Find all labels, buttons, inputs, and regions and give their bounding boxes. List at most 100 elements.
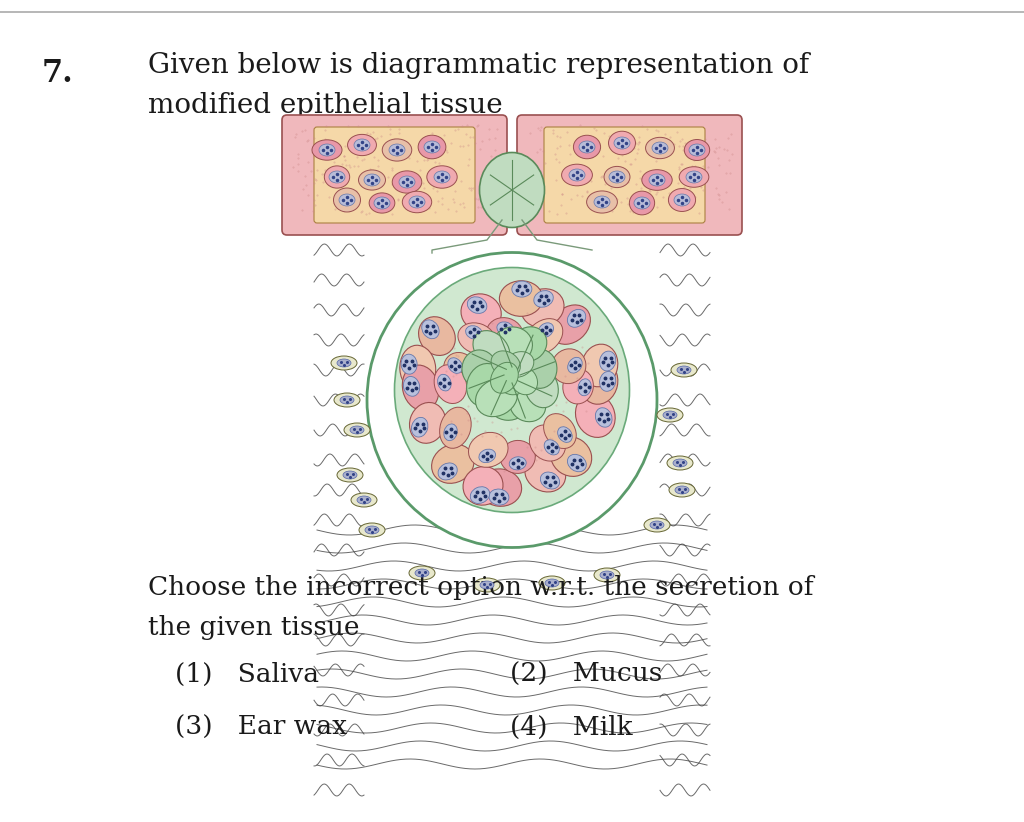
Ellipse shape	[312, 140, 342, 160]
Ellipse shape	[534, 291, 553, 307]
Ellipse shape	[374, 197, 390, 209]
Ellipse shape	[367, 252, 657, 547]
Text: the given tissue: the given tissue	[148, 615, 359, 640]
Ellipse shape	[412, 418, 428, 437]
Ellipse shape	[470, 487, 489, 503]
FancyBboxPatch shape	[282, 115, 507, 235]
Ellipse shape	[344, 423, 370, 437]
Ellipse shape	[674, 194, 690, 206]
Ellipse shape	[667, 456, 693, 470]
Ellipse shape	[475, 379, 517, 417]
Ellipse shape	[334, 393, 360, 407]
Ellipse shape	[657, 408, 683, 422]
Ellipse shape	[608, 132, 636, 155]
Ellipse shape	[359, 523, 385, 537]
Ellipse shape	[512, 281, 531, 297]
Ellipse shape	[427, 166, 457, 188]
Ellipse shape	[480, 581, 494, 589]
Ellipse shape	[319, 144, 335, 156]
Ellipse shape	[567, 309, 586, 327]
Ellipse shape	[497, 322, 514, 335]
Ellipse shape	[509, 457, 526, 470]
Ellipse shape	[544, 440, 559, 455]
Ellipse shape	[394, 267, 630, 512]
Ellipse shape	[479, 153, 545, 228]
Ellipse shape	[569, 169, 585, 181]
Ellipse shape	[474, 578, 500, 592]
Ellipse shape	[431, 444, 474, 483]
Ellipse shape	[575, 394, 615, 437]
FancyBboxPatch shape	[314, 127, 475, 223]
Ellipse shape	[600, 372, 615, 391]
Ellipse shape	[466, 326, 482, 339]
Ellipse shape	[587, 191, 617, 213]
Ellipse shape	[422, 320, 439, 339]
Text: Given below is diagrammatic representation of: Given below is diagrammatic representati…	[148, 52, 809, 79]
Ellipse shape	[434, 365, 467, 404]
Ellipse shape	[415, 569, 429, 577]
Ellipse shape	[580, 360, 617, 404]
Text: modified epithelial tissue: modified epithelial tissue	[148, 92, 503, 119]
Ellipse shape	[382, 139, 412, 161]
Ellipse shape	[337, 468, 362, 482]
Ellipse shape	[351, 493, 377, 507]
Ellipse shape	[545, 579, 559, 587]
Ellipse shape	[486, 317, 523, 351]
Ellipse shape	[467, 297, 486, 313]
Ellipse shape	[594, 568, 620, 582]
Ellipse shape	[669, 483, 695, 497]
Ellipse shape	[478, 469, 521, 506]
Ellipse shape	[492, 351, 520, 377]
Ellipse shape	[677, 366, 691, 374]
Ellipse shape	[552, 349, 586, 384]
Ellipse shape	[403, 376, 420, 396]
Ellipse shape	[645, 137, 675, 159]
Ellipse shape	[649, 174, 665, 186]
Ellipse shape	[389, 144, 406, 156]
Ellipse shape	[567, 358, 583, 373]
Ellipse shape	[594, 196, 610, 208]
Ellipse shape	[525, 455, 565, 492]
Ellipse shape	[538, 323, 554, 338]
Ellipse shape	[524, 368, 558, 408]
Ellipse shape	[467, 363, 504, 407]
Ellipse shape	[567, 455, 587, 472]
Ellipse shape	[652, 142, 668, 154]
Ellipse shape	[669, 188, 695, 211]
Ellipse shape	[347, 134, 377, 155]
Ellipse shape	[410, 403, 445, 443]
Ellipse shape	[409, 196, 425, 208]
Ellipse shape	[614, 137, 630, 149]
Ellipse shape	[525, 319, 563, 354]
Ellipse shape	[650, 521, 664, 529]
Ellipse shape	[402, 192, 432, 213]
Ellipse shape	[358, 170, 385, 190]
Ellipse shape	[630, 192, 654, 215]
Ellipse shape	[447, 358, 463, 373]
Ellipse shape	[558, 427, 572, 442]
Ellipse shape	[675, 486, 689, 494]
Ellipse shape	[663, 411, 677, 419]
Ellipse shape	[437, 374, 452, 391]
Ellipse shape	[689, 144, 705, 156]
Ellipse shape	[331, 356, 357, 370]
Ellipse shape	[579, 141, 595, 153]
Ellipse shape	[443, 353, 476, 386]
Ellipse shape	[399, 176, 415, 188]
Ellipse shape	[409, 566, 435, 580]
Ellipse shape	[582, 344, 617, 387]
Ellipse shape	[399, 345, 436, 392]
Ellipse shape	[500, 441, 536, 473]
Text: (4)   Milk: (4) Milk	[510, 715, 633, 740]
Ellipse shape	[357, 496, 371, 504]
Ellipse shape	[479, 449, 496, 463]
Ellipse shape	[609, 171, 625, 183]
Ellipse shape	[539, 576, 565, 590]
Ellipse shape	[671, 363, 697, 377]
Ellipse shape	[673, 459, 687, 467]
Text: (3)   Ear wax: (3) Ear wax	[175, 715, 347, 740]
Ellipse shape	[364, 174, 380, 186]
Ellipse shape	[504, 352, 534, 377]
Ellipse shape	[370, 193, 395, 213]
Ellipse shape	[463, 467, 503, 506]
